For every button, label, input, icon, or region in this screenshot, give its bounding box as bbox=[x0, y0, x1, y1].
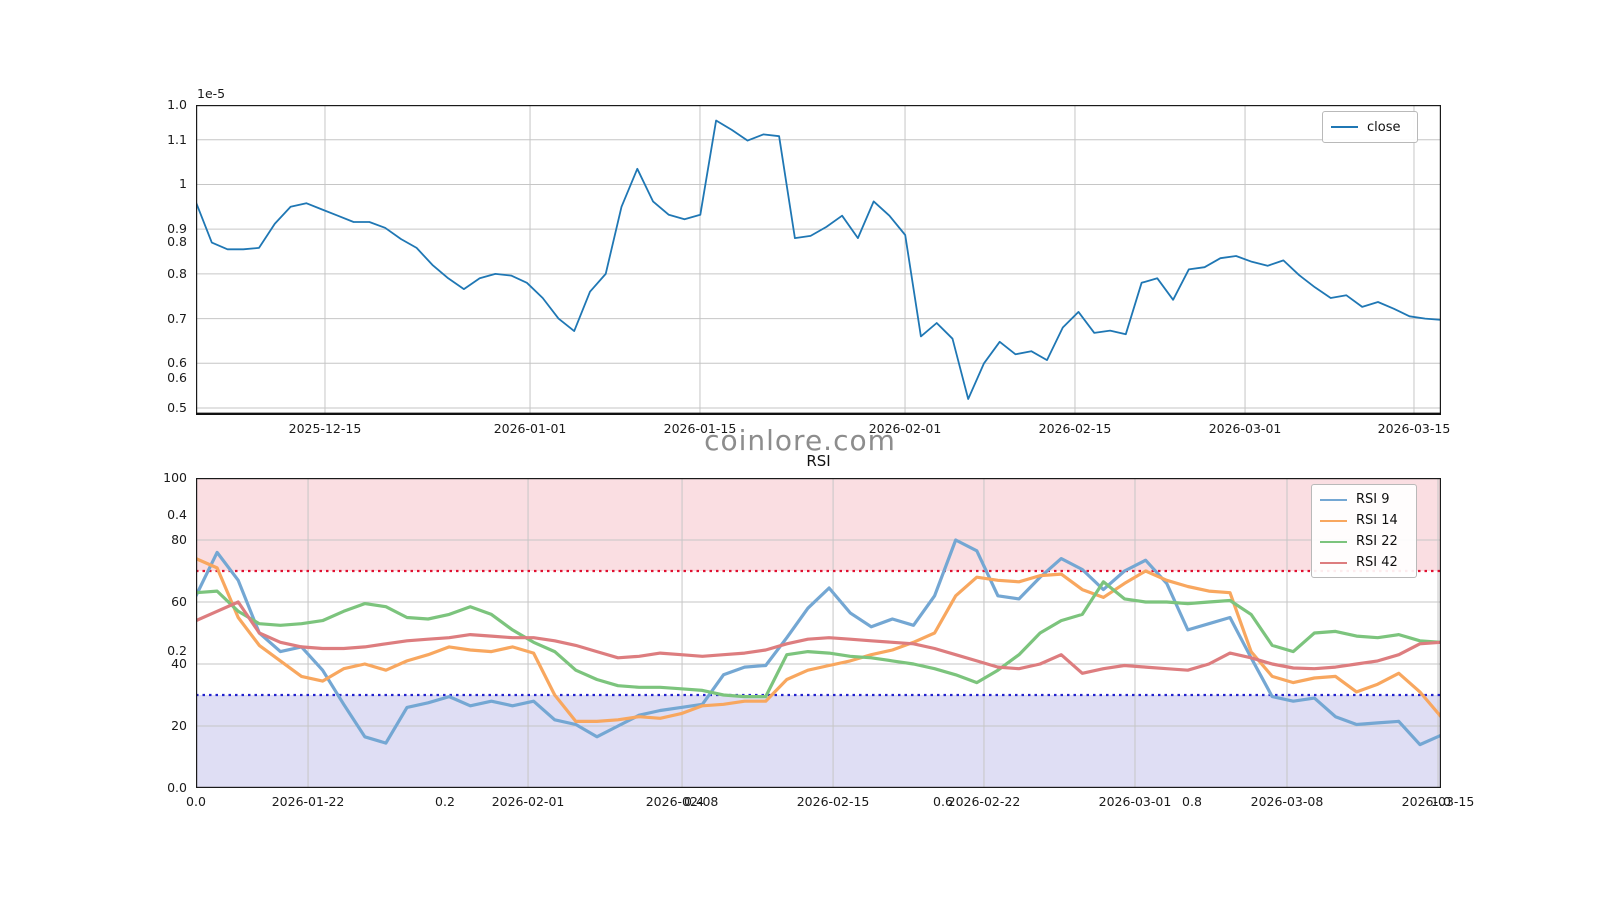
y-tick-label: 0.7 bbox=[167, 310, 187, 326]
watermark: coinlore.com bbox=[704, 424, 896, 457]
rsi-chart-title: RSI bbox=[806, 452, 831, 470]
y-tick-label: 0.8 bbox=[167, 265, 187, 281]
legend-item: RSI 42 bbox=[1320, 552, 1406, 573]
x-tick-label: 2026-01-22 bbox=[271, 794, 345, 809]
price-chart bbox=[196, 105, 1441, 415]
overlay-y-tick-label: 0.0 bbox=[167, 780, 187, 795]
overlay-y-tick-label: 0.6 bbox=[167, 370, 187, 386]
series-close bbox=[196, 119, 1441, 400]
legend-item: RSI 22 bbox=[1320, 531, 1406, 552]
rsi-chart bbox=[196, 478, 1441, 788]
y-tick-label: 1 bbox=[179, 176, 187, 192]
x-tick-label: 2026-03-01 bbox=[1098, 794, 1172, 809]
overlay-y-tick-label: 1.0 bbox=[167, 97, 187, 112]
legend-line-swatch bbox=[1320, 540, 1347, 543]
x-tick-label: 2026-03-01 bbox=[1208, 421, 1282, 436]
x-tick-label: 2026-02-01 bbox=[491, 794, 565, 809]
price-legend: close bbox=[1322, 111, 1418, 143]
y-tick-label: 80 bbox=[171, 532, 187, 547]
legend-line-swatch bbox=[1320, 519, 1347, 522]
y-tick-label: 20 bbox=[171, 718, 187, 733]
x-tick-label: 2026-02-15 bbox=[796, 794, 870, 809]
overlay-x-tick-label: 0.8 bbox=[1182, 794, 1202, 809]
y-tick-label: 100 bbox=[163, 470, 187, 485]
legend-label: RSI 22 bbox=[1356, 534, 1398, 549]
series-rsi-42 bbox=[196, 600, 1441, 675]
legend-line-swatch bbox=[1320, 498, 1347, 501]
legend-label: RSI 14 bbox=[1356, 513, 1398, 528]
x-tick-label: 2026-03-08 bbox=[1250, 794, 1324, 809]
overlay-x-tick-label: 0.4 bbox=[684, 794, 704, 809]
x-tick-label: 2026-01-01 bbox=[493, 421, 567, 436]
y-tick-label: 40 bbox=[171, 656, 187, 671]
x-tick-label: 2026-02-15 bbox=[1038, 421, 1112, 436]
overbought-band bbox=[196, 478, 1441, 571]
overlay-y-tick-label: 0.2 bbox=[167, 643, 187, 659]
y-tick-label: 60 bbox=[171, 594, 187, 609]
legend-line-swatch bbox=[1331, 126, 1358, 128]
y-tick-label: 1.1 bbox=[167, 131, 187, 147]
legend-item: close bbox=[1331, 117, 1407, 138]
x-tick-label: 2026-03-15 bbox=[1401, 794, 1475, 809]
x-tick-label: 2026-02-22 bbox=[947, 794, 1021, 809]
series-rsi-22 bbox=[196, 580, 1441, 699]
legend-line-swatch bbox=[1320, 561, 1347, 564]
rsi-legend: RSI 9 RSI 14 RSI 22 RSI 42 bbox=[1311, 484, 1417, 578]
y-tick-label: 0.6 bbox=[167, 355, 187, 371]
x-tick-label: 2026-02-08 bbox=[645, 794, 719, 809]
overlay-x-tick-label: 0.2 bbox=[435, 794, 455, 809]
overlay-x-tick-label: 1.0 bbox=[1431, 794, 1451, 809]
x-tick-label: 2026-01-15 bbox=[663, 421, 737, 436]
y-tick-label: 0.5 bbox=[167, 399, 187, 415]
y-tick-label: 0.9 bbox=[167, 221, 187, 237]
legend-label: close bbox=[1367, 119, 1401, 135]
overlay-y-tick-label: 0.8 bbox=[167, 233, 187, 249]
x-tick-label: 2026-02-01 bbox=[868, 421, 942, 436]
series-rsi-9 bbox=[196, 538, 1441, 747]
overlay-x-tick-label: 0.6 bbox=[933, 794, 953, 809]
x-tick-label: 2025-12-15 bbox=[288, 421, 362, 436]
overlay-y-tick-label: 0.4 bbox=[167, 506, 187, 522]
x-tick-label: 2026-03-15 bbox=[1377, 421, 1451, 436]
y-axis-offset-label: 1e-5 bbox=[197, 86, 226, 101]
legend-label: RSI 9 bbox=[1356, 492, 1390, 507]
legend-item: RSI 9 bbox=[1320, 489, 1406, 510]
legend-label: RSI 42 bbox=[1356, 555, 1398, 570]
overlay-x-tick-label: 0.0 bbox=[186, 794, 206, 809]
axes-spines bbox=[196, 105, 1441, 415]
legend-item: RSI 14 bbox=[1320, 510, 1406, 531]
axes-spines bbox=[196, 478, 1441, 788]
